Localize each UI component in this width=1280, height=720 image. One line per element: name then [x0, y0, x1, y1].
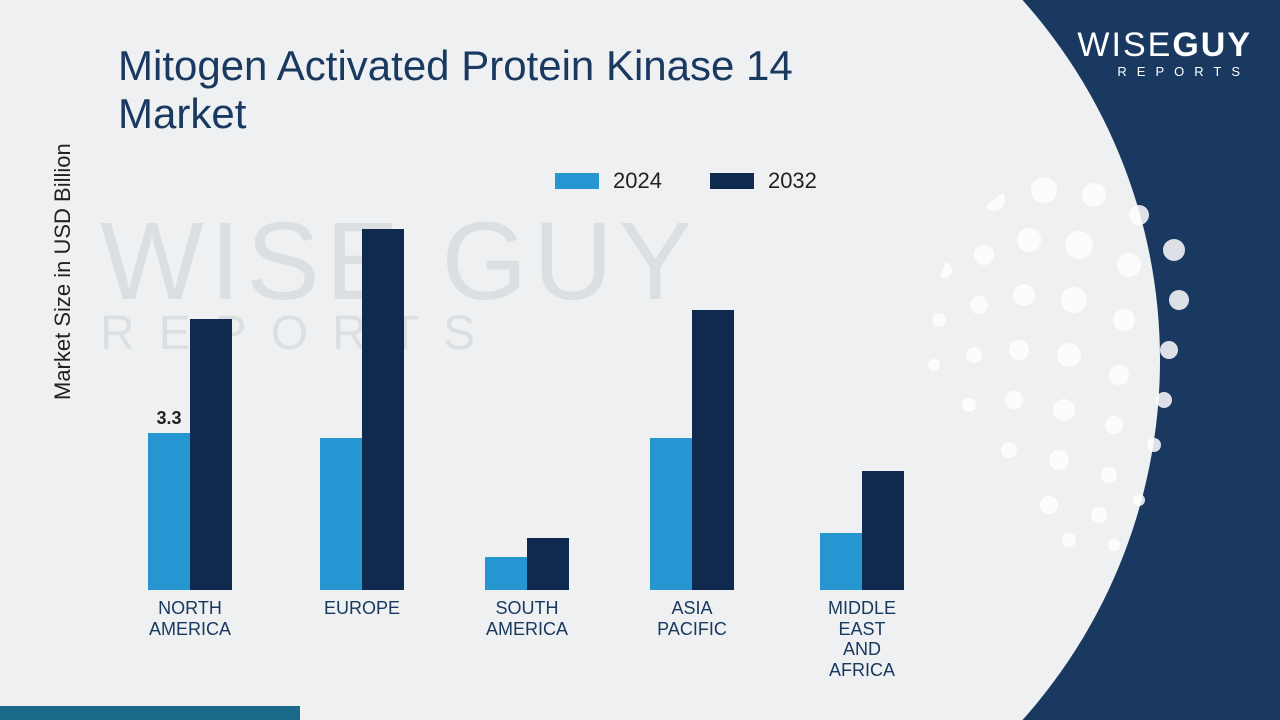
legend-item-2024: 2024 — [555, 168, 662, 194]
bar-value-label: 3.3 — [148, 408, 190, 429]
bar-group: SOUTH AMERICA — [485, 538, 569, 590]
legend-swatch — [555, 173, 599, 189]
logo-line1: WISEGUY — [1077, 28, 1252, 62]
bar — [692, 310, 734, 590]
bar-group: MIDDLE EAST AND AFRICA — [820, 471, 904, 590]
chart-canvas: WISEGUY REPORTS Mitogen Activated Protei… — [0, 0, 1280, 720]
chart-legend: 2024 2032 — [555, 168, 817, 194]
bar — [527, 538, 569, 590]
legend-item-2032: 2032 — [710, 168, 817, 194]
logo-line2: REPORTS — [1077, 64, 1252, 79]
category-label: EUROPE — [292, 598, 432, 619]
category-label: NORTH AMERICA — [120, 598, 260, 639]
y-axis-label: Market Size in USD Billion — [50, 143, 76, 400]
logo-word-wise: WISE — [1077, 26, 1172, 64]
legend-label: 2032 — [768, 168, 817, 194]
bar — [362, 229, 404, 590]
bar — [485, 557, 527, 590]
category-label: MIDDLE EAST AND AFRICA — [792, 598, 932, 681]
bar-group: 3.3NORTH AMERICA — [148, 319, 232, 590]
chart-plot-area: 3.3NORTH AMERICA EUROPE SOUTH AMERICA ASIA … — [120, 210, 940, 590]
chart-title: Mitogen Activated Protein Kinase 14 Mark… — [118, 42, 898, 139]
bar-group: ASIA PACIFIC — [650, 310, 734, 590]
bar-group: EUROPE — [320, 229, 404, 590]
bar — [820, 533, 862, 590]
bar — [650, 438, 692, 590]
bottom-accent-bar — [0, 706, 300, 720]
bar — [190, 319, 232, 590]
legend-swatch — [710, 173, 754, 189]
bar — [320, 438, 362, 590]
bar: 3.3 — [148, 433, 190, 590]
bar — [862, 471, 904, 590]
legend-label: 2024 — [613, 168, 662, 194]
category-label: ASIA PACIFIC — [622, 598, 762, 639]
category-label: SOUTH AMERICA — [457, 598, 597, 639]
logo-word-guy: GUY — [1172, 26, 1252, 64]
brand-logo: WISEGUY REPORTS — [1077, 28, 1252, 79]
